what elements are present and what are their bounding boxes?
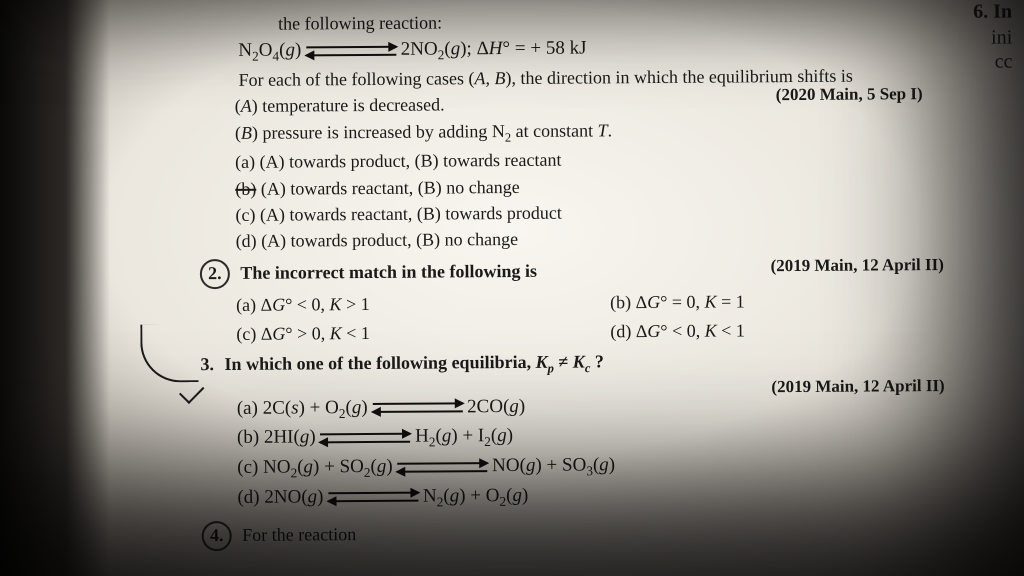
q1-d-text: (A) towards product, (B) no change xyxy=(261,229,518,251)
q1-option-c: (c) (A) towards reactant, (B) towards pr… xyxy=(199,198,983,228)
q1-AB: A, B xyxy=(474,68,505,88)
q1-a-text: (A) towards product, (B) towards reactan… xyxy=(260,150,562,172)
q4-stem: For the reaction xyxy=(242,524,356,545)
q3-option-b: (b) 2HI(g) H2(g) + I2(g) xyxy=(201,420,985,453)
q4-number: 4. xyxy=(202,520,232,550)
margin-frag-ini: ini xyxy=(991,27,1012,50)
q2-stem-row: 2. The incorrect match in the following … xyxy=(200,254,984,289)
q1-B-pre: pressure is increased by adding N xyxy=(262,121,505,143)
q1-option-b: (b) (A) towards reactant, (B) no change xyxy=(199,171,983,201)
margin-frag-cc: cc xyxy=(995,51,1013,74)
q3-option-c: (c) NO2(g) + SO2(g) NO(g) + SO3(g) xyxy=(201,450,985,483)
q1-equation: N2O4(g) 2NO2(g); ΔH° = + 58 kJ xyxy=(198,33,982,66)
q3-stem-pre: In which one of the following equilibria… xyxy=(224,352,535,374)
equilibrium-arrows-icon xyxy=(372,401,462,416)
textbook-page: 6. In ini cc the following reaction: N2O… xyxy=(0,0,1024,576)
q1-A-text: temperature is decreased. xyxy=(262,95,445,116)
q1-source: (2020 Main, 5 Sep I) xyxy=(776,83,923,107)
q1-intro-tail: the following reaction: xyxy=(198,7,982,37)
q3-number: 3. xyxy=(200,354,214,374)
q1-B-T: T xyxy=(598,120,608,140)
q1-option-d: (d) (A) towards product, (B) no change xyxy=(200,224,984,254)
q1-case-B: (B) pressure is increased by adding N2 a… xyxy=(199,115,983,148)
equilibrium-arrows-icon xyxy=(328,490,418,505)
q1-option-a: (a) (A) towards product, (B) towards rea… xyxy=(199,145,983,175)
q2-option-b: (b) ΔG° = 0, K = 1 xyxy=(610,288,984,315)
q3-stem-post: ? xyxy=(590,351,604,371)
q2-source: (2019 Main, 12 April II) xyxy=(770,254,943,278)
margin-q6-num: 6. In xyxy=(973,1,1012,24)
q3-source: (2019 Main, 12 April II) xyxy=(771,375,944,399)
q3-option-d: (d) 2NO(g) N2(g) + O2(g) xyxy=(201,479,985,512)
q3-stem-mid: ≠ xyxy=(554,352,573,372)
equilibrium-arrows-icon xyxy=(320,431,410,446)
pen-curve-icon xyxy=(140,324,198,382)
q2-option-d: (d) ΔG° < 0, K < 1 xyxy=(610,316,984,343)
q1-c-text: (A) towards reactant, (B) towards produc… xyxy=(260,202,562,224)
q2-option-c: (c) ΔG° > 0, K < 1 xyxy=(236,319,610,346)
q2-options-row2: (c) ΔG° > 0, K < 1 (d) ΔG° < 0, K < 1 xyxy=(200,314,984,348)
q1-line2a: For each of the following cases ( xyxy=(238,68,474,90)
q1-eq-rhs: 2NO2(g); ΔH° = + 58 kJ xyxy=(401,38,587,60)
q2-option-a: (a) ΔG° < 0, K > 1 xyxy=(236,291,610,318)
q1-b-text: (A) towards reactant, (B) no change xyxy=(261,176,520,198)
q1-eq-lhs: N2O4(g) xyxy=(238,40,301,61)
q2-stem: The incorrect match in the following is xyxy=(240,261,537,283)
q1-B-post: at constant xyxy=(511,120,598,141)
q1-line2: For each of the following cases (A, B), … xyxy=(198,63,982,93)
q4-stem-row: 4. For the reaction xyxy=(202,515,986,550)
q2-number: 2. xyxy=(200,259,230,289)
equilibrium-arrows-icon xyxy=(306,44,396,59)
equilibrium-arrows-icon xyxy=(397,460,487,475)
